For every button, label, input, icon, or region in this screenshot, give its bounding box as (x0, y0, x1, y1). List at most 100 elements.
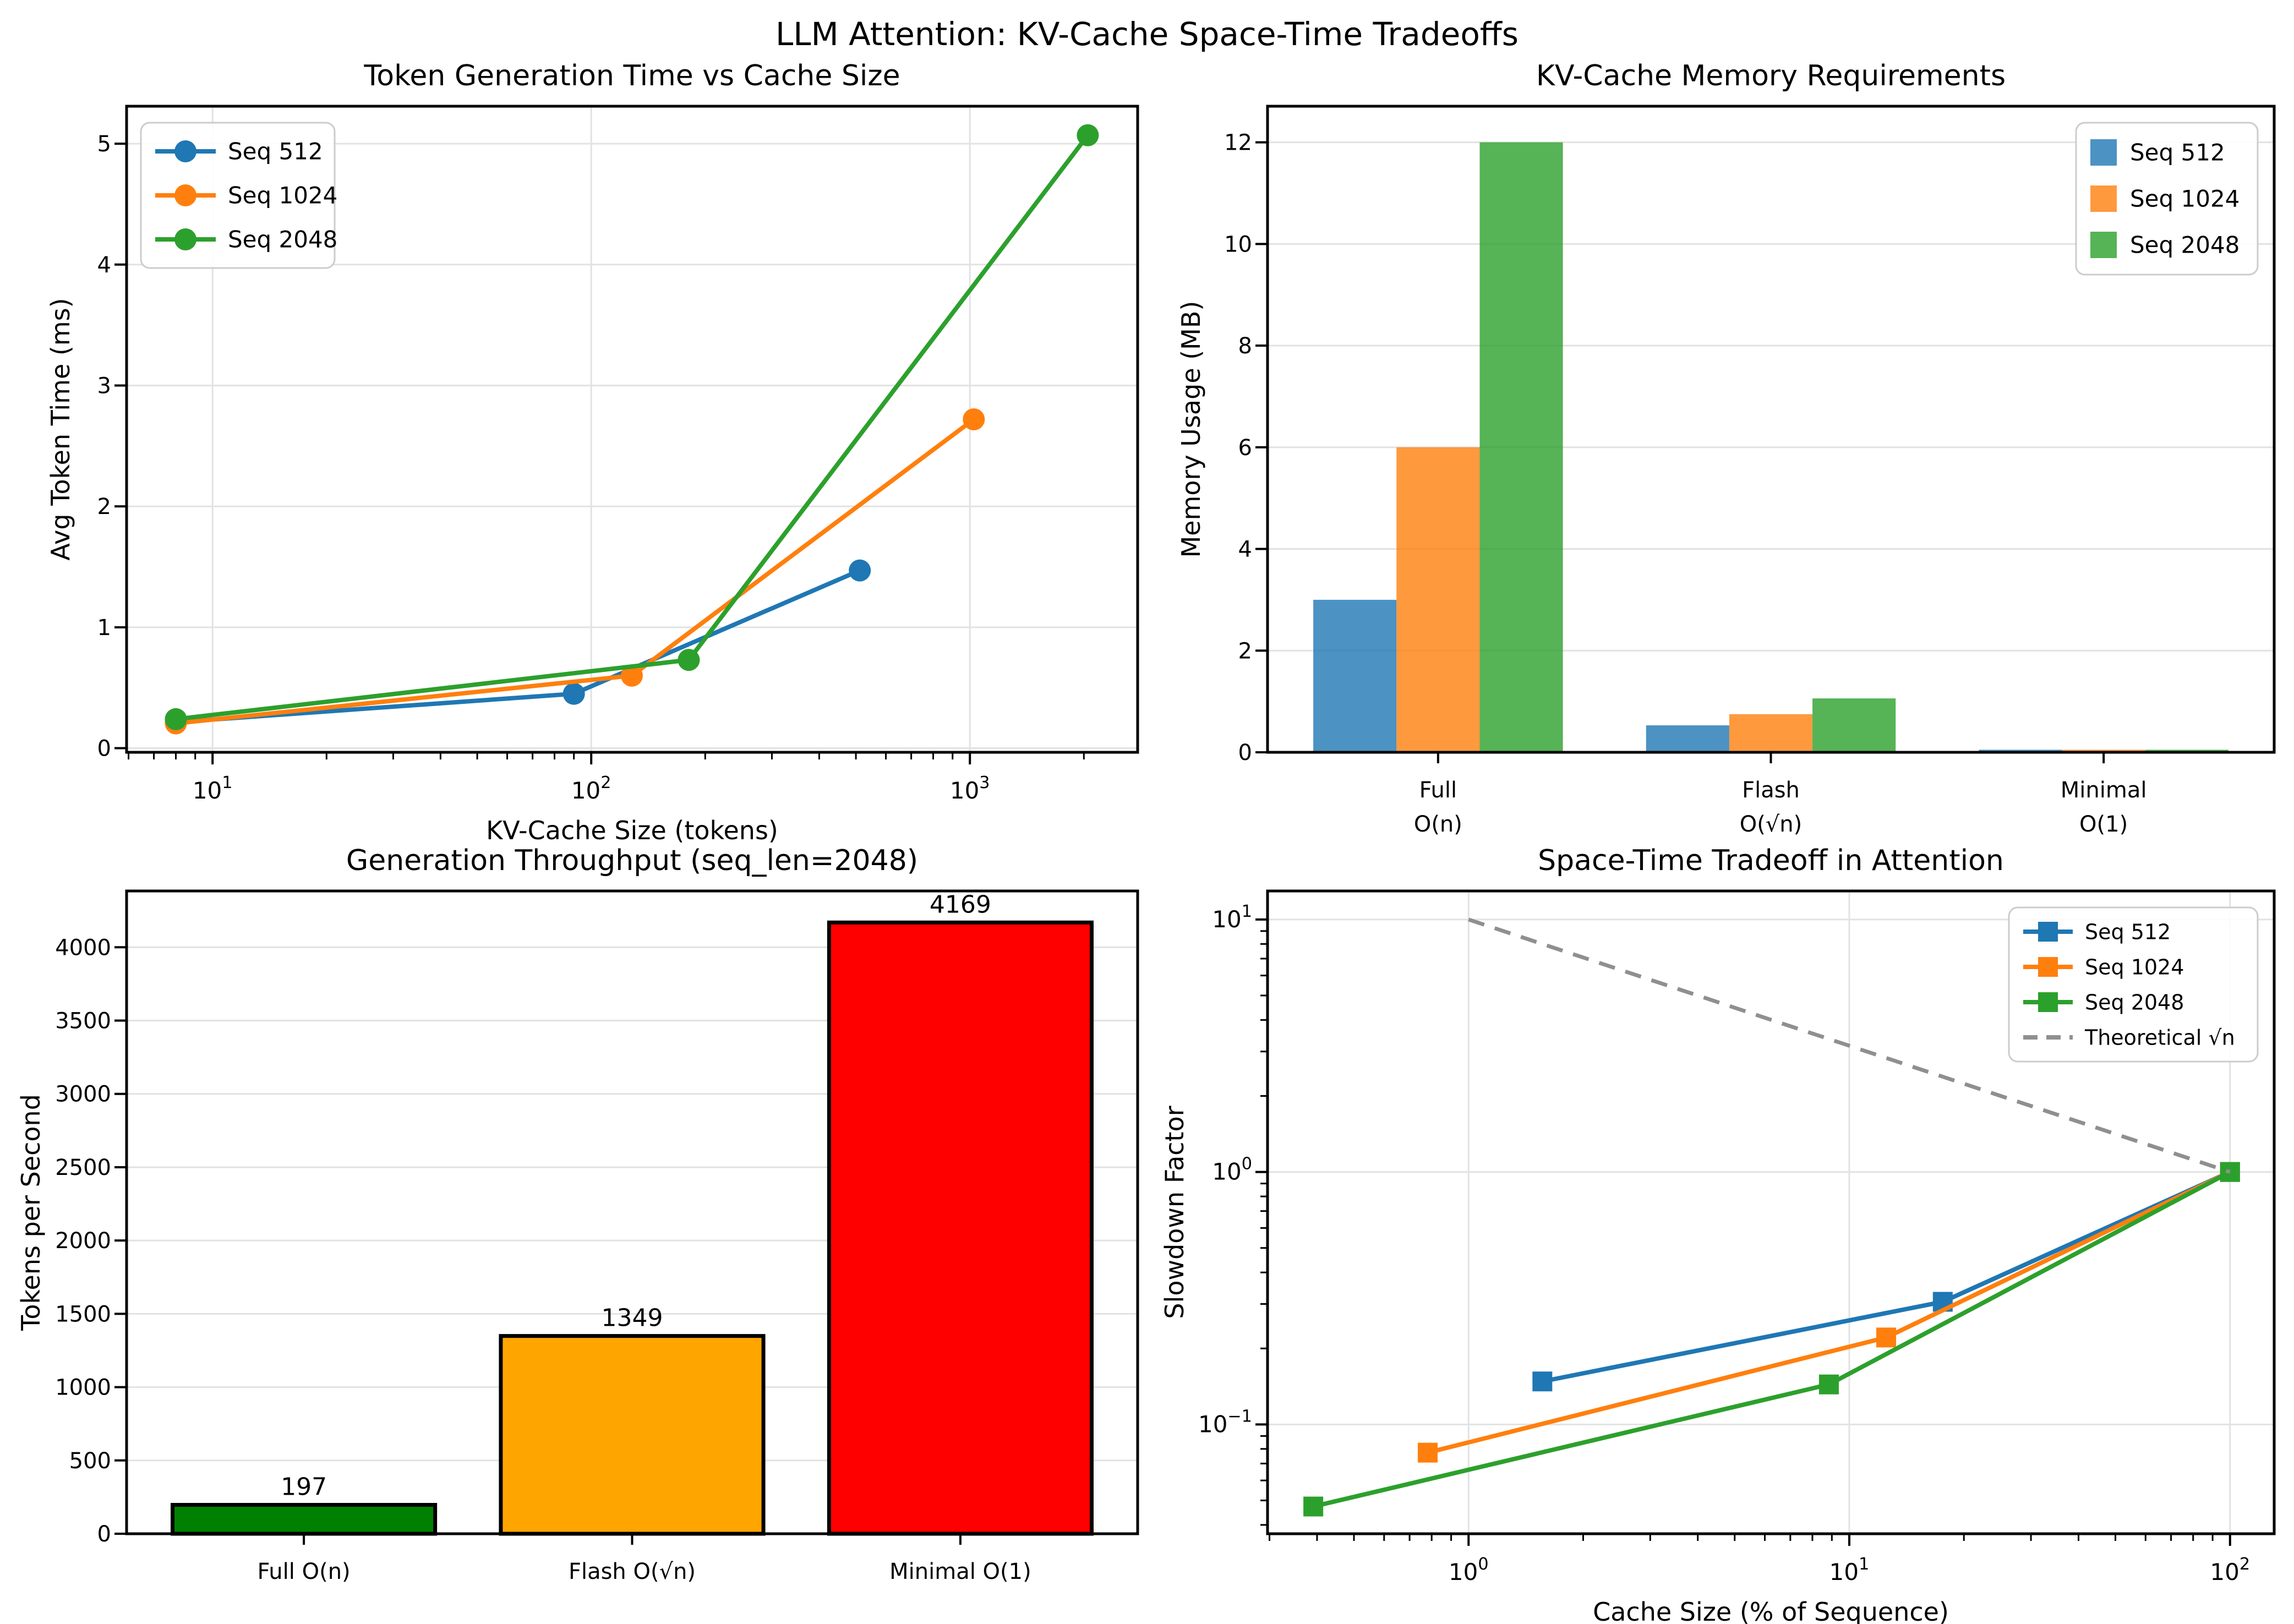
figure-title: LLM Attention: KV-Cache Space-Time Trade… (775, 15, 1519, 53)
tick-label: 12 (1224, 130, 1252, 156)
series-line (1468, 917, 2231, 1174)
category-label: Flash (1742, 778, 1800, 803)
tick-label: 0 (1238, 740, 1252, 765)
tick-label: 6 (1238, 435, 1252, 461)
data-point-marker (963, 408, 985, 430)
subplot-tradeoff: 100 101 102 10−1 100 101 Space-Time Tradeoff i… (1160, 844, 2276, 1624)
series-line (1542, 1169, 2231, 1384)
legend-entry: Seq 1024 (2090, 185, 2240, 212)
subplot-title: KV-Cache Memory Requirements (1536, 59, 2006, 92)
bar (1812, 698, 1896, 752)
category-label: Full O(n) (257, 1559, 350, 1584)
series-line (176, 568, 861, 725)
subplot-throughput: 197 Full O(n) 1349 Flash O(√n) 4169 Minimal O… (16, 844, 1139, 1584)
tick-label: 102 (571, 773, 611, 804)
tick-label: 101 (193, 773, 233, 804)
legend-entry-label: Seq 2048 (228, 226, 337, 253)
bar (1479, 142, 1563, 752)
tick-label: 1500 (55, 1302, 111, 1327)
tick-label: 102 (2210, 1555, 2250, 1585)
bar (1396, 447, 1480, 752)
bar (499, 1334, 766, 1536)
axis-label-x: Cache Size (% of Sequence) (1593, 1597, 1949, 1624)
legend-box (2075, 122, 2259, 276)
data-point-marker (849, 559, 871, 582)
tick-label: 4 (1238, 537, 1252, 562)
bar (1313, 599, 1397, 752)
data-point-marker (1818, 1374, 1839, 1395)
tick-label: 3 (97, 373, 111, 398)
legend-entry-label: Seq 1024 (2130, 185, 2240, 212)
bar-value-label: 197 (281, 1473, 327, 1501)
legend-entry-label: Seq 1024 (228, 182, 337, 209)
data-point-marker (1532, 1371, 1553, 1392)
tick-label: 4 (97, 253, 111, 278)
data-point-marker (620, 664, 643, 687)
bar (1646, 725, 1729, 752)
tick-label: 10−1 (1198, 1407, 1252, 1437)
legend: Seq 512 Seq 1024 Seq 2048 (2075, 122, 2259, 276)
legend-entry: Seq 2048 (155, 226, 337, 253)
data-point-marker (1876, 1327, 1897, 1348)
category-label: Full (1419, 778, 1457, 803)
bar-value-label: 4169 (930, 890, 991, 918)
tick-label: 100 (1449, 1555, 1489, 1585)
legend-entry-label: Seq 512 (228, 138, 323, 165)
tick-label: 2500 (55, 1155, 111, 1180)
legend-entry: Seq 512 (2090, 139, 2225, 166)
grid (127, 106, 1138, 752)
legend: Seq 512 Seq 1024 Seq 2048 Theoretical √n (2008, 906, 2259, 1063)
data-point-marker (678, 649, 700, 671)
tick-label: 500 (69, 1448, 111, 1474)
legend-entry-label: Seq 512 (2085, 920, 2171, 944)
legend-entry-label: Seq 2048 (2085, 990, 2184, 1014)
legend-entry-label: Seq 2048 (2130, 232, 2240, 259)
tick-label: 2 (97, 494, 111, 520)
tick-label: 1000 (55, 1375, 111, 1401)
axis-label-y: Memory Usage (MB) (1176, 301, 1206, 558)
bar-value-label: 1349 (602, 1304, 663, 1332)
legend-entry: Seq 2048 (2090, 232, 2240, 259)
axes-spine (125, 105, 1139, 754)
axes-spine (1266, 889, 2276, 1535)
legend: Seq 512 Seq 1024 Seq 2048 (140, 122, 337, 269)
legend-marker (174, 228, 196, 250)
tick-label: 3000 (55, 1082, 111, 1107)
bar (171, 1503, 438, 1536)
legend-entry: Seq 512 (2023, 920, 2171, 944)
category-label: O(n) (1414, 812, 1462, 837)
tick-label: 4000 (55, 935, 111, 960)
subplot-token-time: 101 102 103 0 1 2 3 4 5 Token Generation Time vs … (46, 59, 1139, 845)
tick-label: 8 (1238, 333, 1252, 359)
axes-spine (1266, 105, 2276, 754)
data-point-marker (1077, 124, 1099, 146)
legend-marker (2038, 992, 2058, 1012)
tick-label: 1 (97, 615, 111, 641)
legend-marker (2038, 957, 2058, 977)
subplot-memory: Full O(n) Flash O(√n) Minimal O(1) 0 2 4 6 8 10 12 KV… (1176, 59, 2276, 837)
tick-label: 5 (97, 132, 111, 157)
legend-entry: Seq 512 (155, 138, 323, 165)
tick-label: 0 (97, 1522, 111, 1547)
data-point-marker (1417, 1442, 1438, 1463)
legend-swatch (2090, 232, 2117, 258)
legend-marker (174, 184, 196, 206)
category-label: O(1) (2079, 812, 2128, 837)
series-line (1427, 1169, 2231, 1455)
bar (1729, 714, 1813, 752)
tick-label: 10 (1224, 232, 1252, 257)
legend-box (2008, 906, 2259, 1063)
legend-entry-label: Seq 512 (2130, 139, 2225, 166)
legend-marker (2038, 922, 2058, 942)
legend-entry: Seq 1024 (155, 182, 337, 209)
tick-label: 2 (1238, 638, 1252, 664)
axis-label-y: Tokens per Second (16, 1094, 46, 1331)
axes-spine (125, 889, 1139, 1535)
tick-label: 3500 (55, 1009, 111, 1034)
data-point-marker (1303, 1496, 1324, 1517)
category-label: Minimal (2061, 778, 2147, 803)
axis-label-x: KV-Cache Size (tokens) (486, 816, 778, 845)
legend-swatch (2090, 185, 2117, 212)
tick-label: 0 (97, 736, 111, 762)
